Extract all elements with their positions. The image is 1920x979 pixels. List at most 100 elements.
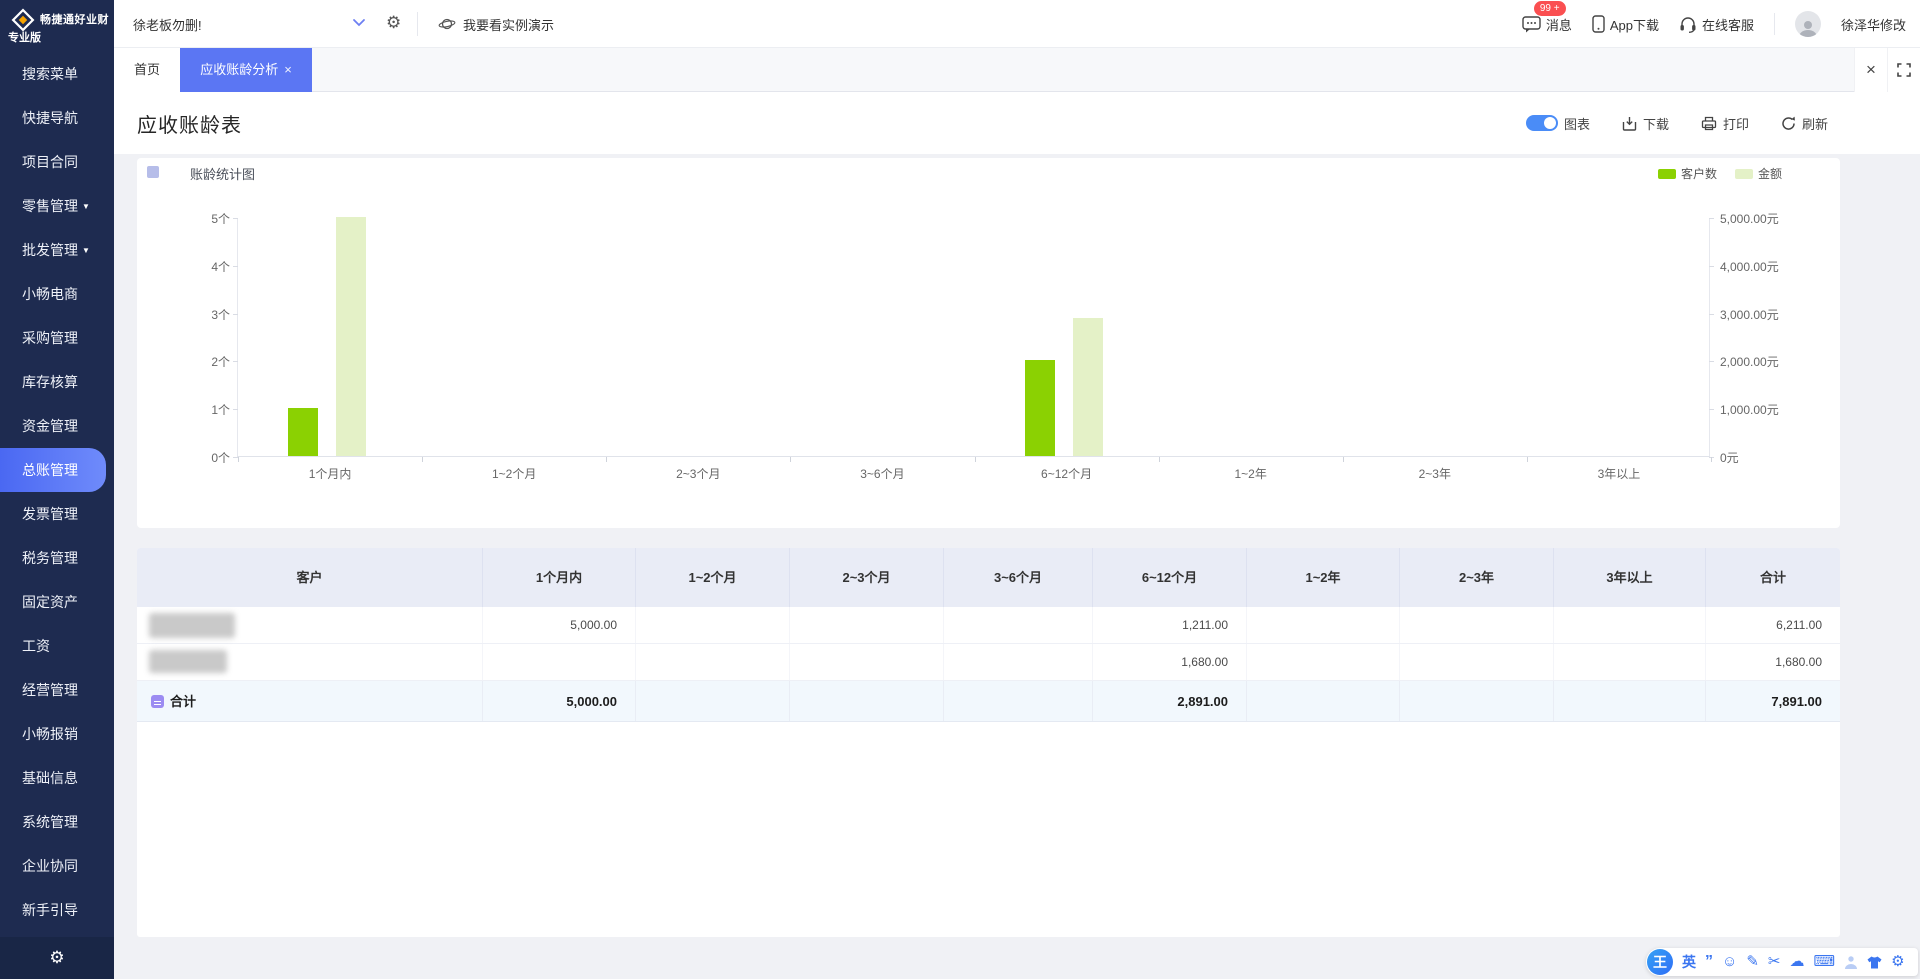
user-name[interactable]: 徐泽华修改: [1840, 17, 1906, 33]
sidebar-item-9[interactable]: 资金管理: [0, 404, 114, 448]
cell: 1,680.00: [1705, 644, 1840, 680]
sidebar-item-15[interactable]: 经营管理: [0, 668, 114, 712]
cell: 5,000.00: [482, 607, 635, 643]
settings-gear-icon[interactable]: ⚙: [49, 948, 65, 967]
y-axis-left-tick: 0个: [211, 451, 230, 465]
sidebar-item-12[interactable]: 税务管理: [0, 536, 114, 580]
table-total-row: 合计 5,000.00 2,891.00 7,891.00: [137, 681, 1840, 722]
download-button[interactable]: 下载: [1622, 114, 1669, 133]
sidebar-item-4[interactable]: 零售管理 ▼: [0, 184, 114, 228]
cell: [1399, 644, 1553, 680]
tick-mark: [238, 457, 239, 462]
tab-close-icon[interactable]: ×: [284, 62, 292, 77]
brand-logo-icon: [10, 7, 36, 33]
sidebar-item-11[interactable]: 发票管理: [0, 492, 114, 536]
sidebar-item-14[interactable]: 工资: [0, 624, 114, 668]
printer-icon: [1701, 116, 1717, 130]
sidebar-item-20[interactable]: 新手引导: [0, 888, 114, 932]
sidebar-item-label: 系统管理: [22, 814, 78, 830]
sidebar-item-label: 工资: [22, 638, 50, 654]
legend-item[interactable]: 客户数: [1657, 165, 1717, 182]
close-icon[interactable]: ×: [1854, 48, 1887, 92]
ime-toolbar: 王 英 ” ☺ ✎ ✂ ☁ ⌨ ⚙: [1646, 948, 1918, 976]
print-button[interactable]: 打印: [1701, 114, 1749, 133]
ime-punctuation-icon[interactable]: ”: [1705, 953, 1713, 970]
sidebar-item-label: 快捷导航: [22, 110, 78, 126]
pencil-icon[interactable]: ✎: [1746, 953, 1759, 970]
emoji-icon[interactable]: ☺: [1722, 953, 1738, 970]
table-row-1: 5,000.00 1,211.00 6,211.00: [137, 607, 1840, 644]
col-6-12month: 6~12个月: [1092, 548, 1246, 607]
keyboard-icon[interactable]: ⌨: [1813, 953, 1836, 970]
cloud-icon[interactable]: ☁: [1789, 953, 1805, 970]
ime-logo[interactable]: 王: [1647, 949, 1673, 975]
cell: [1553, 607, 1705, 643]
fullscreen-icon[interactable]: [1887, 48, 1920, 92]
sidebar: 畅捷通好业财 专业版 搜索菜单 快捷导航 项目合同 零售管理 ▼ 批发管理 ▼ 小畅电商 采购管…: [0, 0, 114, 979]
sidebar-item-8[interactable]: 库存核算: [0, 360, 114, 404]
sidebar-item-7[interactable]: 采购管理: [0, 316, 114, 360]
sidebar-item-17[interactable]: 基础信息: [0, 756, 114, 800]
ime-settings-gear-icon[interactable]: ⚙: [1891, 953, 1905, 970]
support-label: 在线客服: [1701, 17, 1754, 33]
x-axis-label: 3~6个月: [860, 467, 905, 481]
bar-amount: [336, 217, 367, 456]
x-axis-label: 3年以上: [1597, 467, 1641, 481]
sidebar-item-label: 税务管理: [22, 550, 78, 566]
sidebar-item-13[interactable]: 固定资产: [0, 580, 114, 624]
chevron-down-icon[interactable]: [352, 18, 366, 27]
tab-label: 应收账龄分析: [200, 62, 279, 77]
cell: [789, 644, 943, 680]
y-axis-right-tick: 5,000.00元: [1720, 212, 1779, 226]
sidebar-item-1[interactable]: 搜索菜单: [0, 52, 114, 96]
top-right-group: 消息 99 + App下载 在线客服 徐泽华修改: [1522, 0, 1906, 48]
sidebar-item-label: 资金管理: [22, 418, 78, 434]
col-1-2year: 1~2年: [1246, 548, 1399, 607]
sidebar-item-6[interactable]: 小畅电商: [0, 272, 114, 316]
y-axis-left-tick: 1个: [211, 403, 230, 418]
y-axis-left-tick: 4个: [211, 259, 230, 274]
person-icon[interactable]: [1844, 955, 1858, 969]
sidebar-item-10[interactable]: 总账管理: [0, 448, 106, 492]
section-marker-icon: [147, 166, 159, 178]
tick-mark: [790, 457, 792, 462]
col-3plus-year: 3年以上: [1553, 548, 1705, 607]
x-axis-label: 1~2个月: [492, 467, 537, 481]
tick-mark: [1709, 265, 1714, 267]
app-download-button[interactable]: App下载: [1592, 15, 1659, 34]
cell: [482, 644, 635, 680]
page-toolbar: 图表 下载 打印 刷新: [1525, 92, 1828, 154]
y-axis-left-tick: 3个: [211, 307, 230, 322]
org-selector[interactable]: 徐老板勿删!: [133, 18, 202, 33]
support-button[interactable]: 在线客服: [1679, 15, 1754, 34]
col-1-2month: 1~2个月: [635, 548, 789, 607]
tab-aging-analysis[interactable]: 应收账龄分析 ×: [180, 48, 312, 92]
sidebar-item-18[interactable]: 系统管理: [0, 800, 114, 844]
toggle-on-switch[interactable]: [1525, 115, 1558, 131]
headset-icon: [1680, 16, 1696, 33]
sidebar-item-19[interactable]: 企业协同: [0, 844, 114, 888]
org-settings-gear-icon[interactable]: ⚙: [386, 13, 402, 32]
chart-title: 账龄统计图: [190, 167, 256, 182]
skin-shirt-icon[interactable]: [1867, 956, 1882, 969]
messages-button[interactable]: 消息 99 +: [1522, 0, 1572, 34]
redacted-customer-name: [149, 613, 235, 638]
bar-customers: [1024, 360, 1055, 456]
ime-language-mode[interactable]: 英: [1682, 954, 1696, 970]
sidebar-item-3[interactable]: 项目合同: [0, 140, 114, 184]
chart-toggle[interactable]: 图表: [1525, 114, 1590, 133]
tick-mark: [1709, 361, 1714, 363]
scissors-icon[interactable]: ✂: [1767, 953, 1781, 970]
sidebar-item-2[interactable]: 快捷导航: [0, 96, 114, 140]
legend-item[interactable]: 金额: [1734, 165, 1782, 182]
tab-home[interactable]: 首页: [114, 48, 180, 92]
divider: [417, 12, 418, 36]
user-avatar[interactable]: [1794, 11, 1821, 37]
cell: 1,680.00: [1092, 644, 1246, 680]
tick-mark: [233, 265, 238, 267]
demo-link[interactable]: 我要看实例演示: [438, 12, 554, 36]
refresh-button[interactable]: 刷新: [1781, 114, 1828, 133]
cell: [635, 607, 789, 643]
sidebar-item-16[interactable]: 小畅报销: [0, 712, 114, 756]
sidebar-item-5[interactable]: 批发管理 ▼: [0, 228, 114, 272]
